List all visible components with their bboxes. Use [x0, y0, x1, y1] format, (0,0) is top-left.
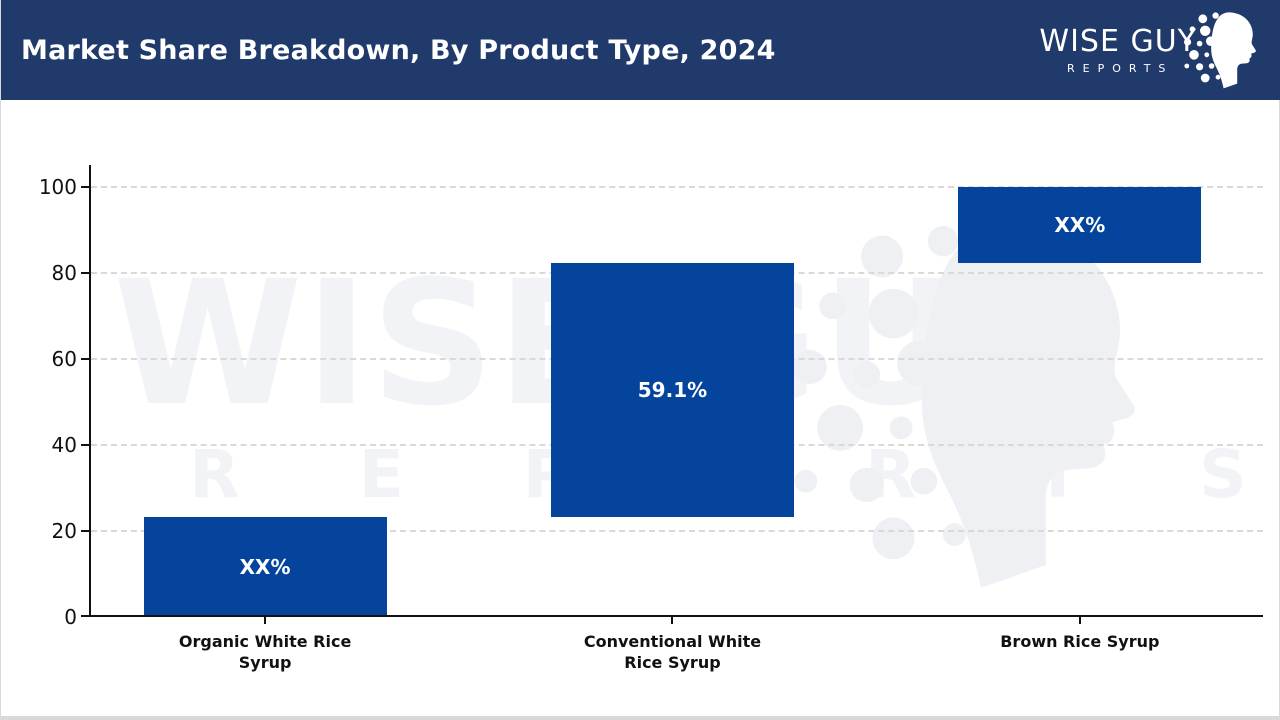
y-tick-label-0: 0: [64, 605, 77, 629]
y-tick-mark-20: [81, 530, 89, 532]
bar-value-label-brown-rice-syrup: XX%: [1054, 213, 1106, 238]
gridline-y100: [91, 186, 1263, 188]
x-category-label-line: Conventional White: [583, 632, 762, 651]
logo-face-icon: [1181, 10, 1267, 90]
gridline-y20: [91, 530, 1263, 532]
y-tick-label-60: 60: [51, 347, 77, 371]
x-category-label-line: Rice Syrup: [624, 653, 721, 672]
y-axis-line: [89, 165, 91, 617]
logo-text: WISE GUY REPORTS: [1039, 23, 1197, 75]
bar-conventional-white-rice-syrup: 59.1%: [550, 263, 794, 518]
y-tick-label-40: 40: [51, 433, 77, 457]
x-tick-mark-conventional-white-rice-syrup: [671, 617, 674, 624]
y-tick-mark-60: [81, 358, 89, 360]
bar-value-label-conventional-white-rice-syrup: 59.1%: [637, 378, 708, 403]
x-tick-mark-brown-rice-syrup: [1078, 617, 1081, 624]
bar-brown-rice-syrup: XX%: [958, 187, 1202, 264]
y-tick-mark-100: [81, 186, 89, 188]
logo-wordmark: WISE GUY: [1039, 23, 1197, 59]
x-tick-mark-organic-white-rice-syrup: [264, 617, 267, 624]
y-tick-label-80: 80: [51, 261, 77, 285]
y-tick-label-20: 20: [51, 519, 77, 543]
x-axis-line: [89, 615, 1263, 617]
header-bar: Market Share Breakdown, By Product Type,…: [1, 0, 1280, 100]
x-category-label-line: Brown Rice Syrup: [1000, 632, 1160, 651]
chart-plot-area: 0 20 40 60 80 100 XX% 59.1% XX% Organic White Ric…: [39, 165, 1263, 672]
footer-strip: [1, 716, 1280, 720]
y-tick-mark-80: [81, 272, 89, 274]
x-category-label-organic-white-rice-syrup: Organic White Rice Syrup: [95, 631, 435, 673]
x-category-label-brown-rice-syrup: Brown Rice Syrup: [910, 631, 1250, 652]
x-category-label-conventional-white-rice-syrup: Conventional White Rice Syrup: [502, 631, 842, 673]
y-tick-mark-0: [81, 615, 89, 617]
bar-value-label-organic-white-rice-syrup: XX%: [239, 555, 291, 580]
bar-organic-white-rice-syrup: XX%: [143, 517, 387, 617]
y-tick-label-100: 100: [38, 175, 77, 199]
page-title: Market Share Breakdown, By Product Type,…: [21, 34, 776, 66]
logo-reports-text: REPORTS: [1066, 61, 1174, 75]
y-tick-mark-40: [81, 444, 89, 446]
wise-guy-reports-logo: WISE GUY REPORTS: [1039, 10, 1267, 90]
x-category-label-line: Organic White Rice: [178, 632, 352, 651]
x-category-label-line: Syrup: [238, 653, 292, 672]
